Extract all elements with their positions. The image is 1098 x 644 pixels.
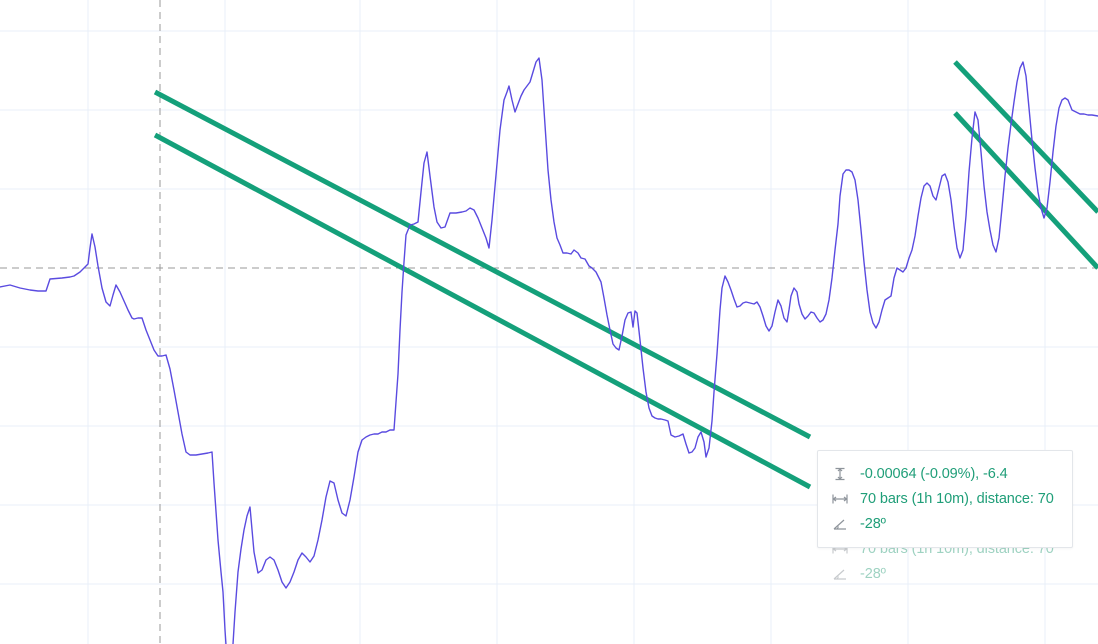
measure-value-price: -0.00064 (-0.09%), -6.4 bbox=[860, 466, 1008, 482]
vertical-distance-icon bbox=[829, 466, 851, 482]
trendline-channels[interactable] bbox=[153, 60, 1098, 490]
measure-row: 70 bars (1h 10m), distance: 70 bbox=[829, 488, 1058, 510]
measure-row: -0.00064 (-0.09%), -6.4 bbox=[829, 463, 1058, 485]
trendline[interactable] bbox=[953, 60, 1098, 214]
angle-icon bbox=[829, 566, 851, 582]
bar-count-icon bbox=[829, 491, 851, 507]
trendline[interactable] bbox=[153, 132, 812, 490]
price-line-series bbox=[0, 57, 1098, 644]
measure-row: -28º bbox=[829, 513, 1058, 535]
measure-value-bars: 70 bars (1h 10m), distance: 70 bbox=[860, 491, 1054, 507]
measure-row: -28º bbox=[829, 563, 1058, 585]
trendline[interactable] bbox=[953, 111, 1098, 270]
measure-value-angle: -28º bbox=[860, 516, 886, 532]
measure-value-angle: -28º bbox=[860, 566, 886, 582]
angle-icon bbox=[829, 516, 851, 532]
price-line bbox=[0, 57, 1098, 644]
trendline[interactable] bbox=[153, 89, 812, 440]
measure-tooltip[interactable]: -0.00064 (-0.09%), -6.4 70 bars (1h 10m)… bbox=[817, 450, 1073, 548]
